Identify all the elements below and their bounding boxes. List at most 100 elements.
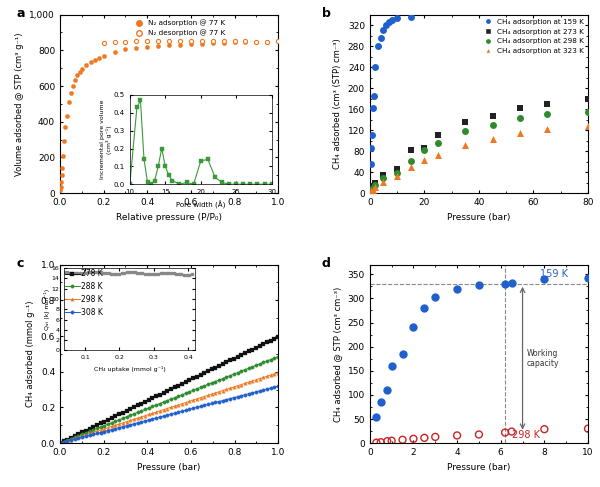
Point — [583, 108, 593, 116]
Point — [488, 112, 497, 120]
278 K — [127, 406, 134, 412]
Point — [430, 294, 440, 301]
Point — [367, 185, 376, 193]
Text: c: c — [16, 258, 24, 270]
Point — [583, 122, 593, 130]
278 K — [56, 440, 64, 446]
308 K — [119, 424, 127, 430]
Point — [542, 125, 552, 133]
Y-axis label: CH₄ adsorbed (mmol g⁻¹): CH₄ adsorbed (mmol g⁻¹) — [26, 300, 35, 407]
Point — [367, 186, 376, 194]
Point — [539, 425, 549, 433]
298 K — [112, 422, 119, 428]
308 K — [94, 431, 101, 436]
Point — [376, 35, 386, 42]
Point — [507, 428, 517, 435]
Point — [376, 438, 386, 446]
Point — [398, 350, 407, 358]
Point — [433, 139, 443, 147]
Point — [382, 21, 391, 29]
298 K — [119, 420, 127, 426]
Point — [488, 121, 497, 129]
Point — [539, 275, 549, 283]
Point — [367, 144, 376, 152]
Point — [367, 131, 377, 139]
Point — [376, 398, 386, 406]
278 K — [119, 410, 127, 415]
Point — [392, 169, 402, 177]
Point — [387, 16, 397, 24]
Legend: N₂ adsorption @ 77 K, N₂ desorption @ 77 K: N₂ adsorption @ 77 K, N₂ desorption @ 77… — [129, 17, 228, 39]
Point — [583, 274, 593, 282]
Point — [406, 163, 416, 171]
Point — [452, 285, 462, 293]
278 K — [275, 334, 282, 340]
298 K — [193, 396, 200, 402]
298 K — [127, 417, 134, 423]
Y-axis label: Volume adsorbed @ STP (cm³ g⁻¹): Volume adsorbed @ STP (cm³ g⁻¹) — [15, 32, 24, 176]
Point — [392, 15, 402, 22]
Line: 278 K: 278 K — [58, 335, 280, 445]
298 K — [56, 440, 64, 446]
Point — [379, 178, 388, 186]
Point — [419, 304, 429, 312]
Point — [500, 280, 510, 288]
278 K — [193, 374, 200, 379]
Point — [368, 186, 377, 193]
Text: a: a — [16, 7, 25, 20]
Line: 298 K: 298 K — [58, 371, 280, 445]
X-axis label: Relative pressure (P/P₀): Relative pressure (P/P₀) — [116, 213, 222, 222]
288 K — [119, 415, 127, 421]
Point — [371, 439, 381, 447]
Point — [384, 19, 394, 26]
X-axis label: Pressure (bar): Pressure (bar) — [447, 213, 511, 222]
Point — [379, 171, 388, 179]
Point — [368, 104, 377, 112]
Text: 159 K: 159 K — [540, 269, 568, 279]
298 K — [275, 370, 282, 375]
Line: 308 K: 308 K — [58, 384, 280, 445]
308 K — [56, 440, 64, 446]
X-axis label: Pressure (bar): Pressure (bar) — [447, 463, 511, 471]
Point — [419, 146, 429, 154]
Point — [583, 425, 593, 432]
308 K — [275, 383, 282, 389]
Point — [392, 165, 402, 173]
Line: 288 K: 288 K — [58, 355, 280, 445]
Point — [474, 431, 484, 438]
Point — [542, 100, 552, 108]
Point — [406, 157, 416, 165]
Point — [370, 63, 380, 71]
Point — [406, 146, 416, 154]
Point — [515, 129, 524, 137]
Point — [368, 183, 377, 190]
288 K — [193, 386, 200, 392]
Text: d: d — [322, 258, 331, 270]
Point — [515, 114, 524, 122]
Point — [368, 184, 377, 192]
Point — [387, 362, 397, 370]
Point — [419, 144, 429, 152]
Text: b: b — [322, 7, 331, 20]
298 K — [94, 428, 101, 434]
Point — [370, 179, 380, 187]
288 K — [94, 426, 101, 431]
288 K — [275, 354, 282, 359]
288 K — [130, 411, 137, 417]
298 K — [130, 416, 137, 422]
Point — [515, 104, 524, 112]
Point — [460, 118, 470, 126]
Point — [367, 187, 376, 195]
278 K — [130, 404, 137, 410]
Point — [373, 42, 383, 50]
Point — [371, 412, 381, 420]
Point — [369, 92, 379, 100]
Point — [488, 135, 497, 143]
Y-axis label: CH₄ adsorbed @ STP (cm³ cm⁻³): CH₄ adsorbed @ STP (cm³ cm⁻³) — [333, 286, 342, 422]
308 K — [130, 421, 137, 427]
Point — [500, 429, 510, 436]
Point — [419, 434, 429, 442]
Point — [398, 436, 407, 444]
Text: Working
capacity: Working capacity — [527, 349, 559, 368]
Point — [387, 437, 397, 445]
